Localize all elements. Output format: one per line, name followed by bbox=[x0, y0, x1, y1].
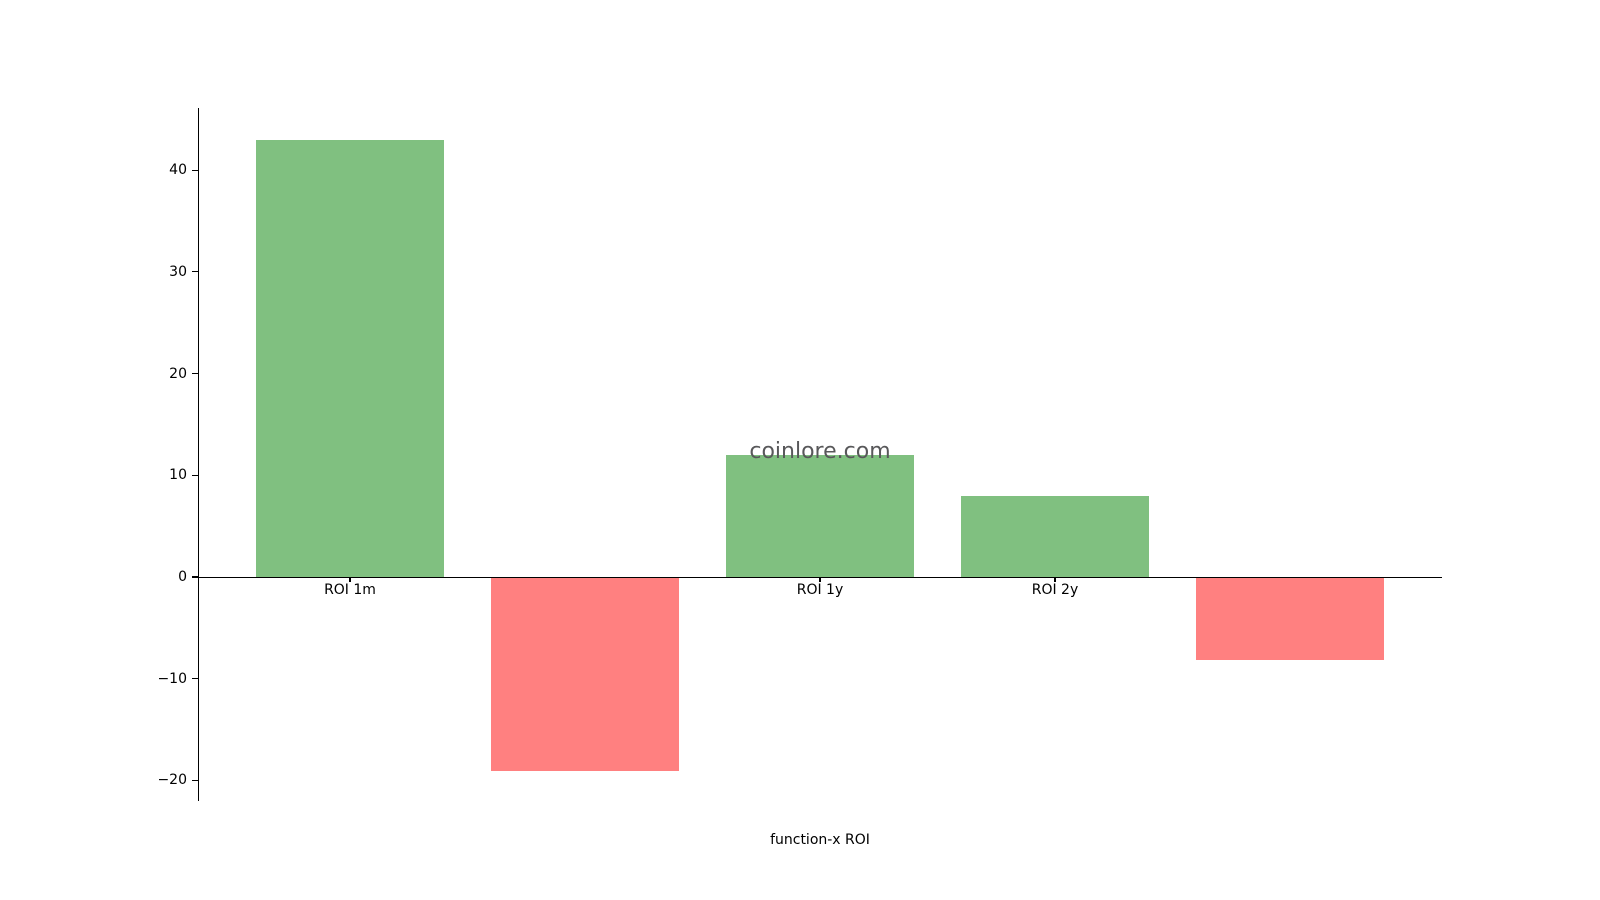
x-tick-label: ROI 1y bbox=[796, 582, 844, 598]
bar bbox=[491, 578, 679, 772]
y-tick-mark bbox=[192, 169, 198, 171]
x-tick-mark bbox=[819, 577, 821, 582]
bar bbox=[726, 454, 914, 577]
y-tick-mark bbox=[192, 576, 198, 578]
y-tick-label: 30 bbox=[169, 263, 187, 280]
y-axis-line bbox=[198, 108, 200, 801]
y-tick-mark bbox=[192, 678, 198, 680]
x-tick-mark bbox=[1054, 577, 1056, 582]
y-tick-label: 40 bbox=[169, 162, 187, 179]
x-tick-label: ROI 1m bbox=[324, 582, 376, 598]
x-axis-title: function-x ROI bbox=[770, 832, 870, 848]
y-tick-label: 10 bbox=[169, 467, 187, 484]
y-tick-mark bbox=[192, 474, 198, 476]
y-tick-mark bbox=[192, 779, 198, 781]
y-tick-mark bbox=[192, 271, 198, 273]
bar bbox=[1196, 578, 1384, 660]
y-tick-label: 20 bbox=[169, 365, 187, 382]
y-tick-mark bbox=[192, 373, 198, 375]
bar bbox=[961, 495, 1149, 577]
y-tick-label: −10 bbox=[157, 670, 187, 687]
y-tick-label: 0 bbox=[178, 569, 187, 585]
watermark-text: coinlore.com bbox=[749, 439, 891, 464]
bar bbox=[256, 139, 444, 577]
x-tick-mark bbox=[349, 577, 351, 582]
x-tick-label: ROI 2y bbox=[1031, 582, 1079, 598]
y-tick-label: −20 bbox=[157, 772, 187, 789]
